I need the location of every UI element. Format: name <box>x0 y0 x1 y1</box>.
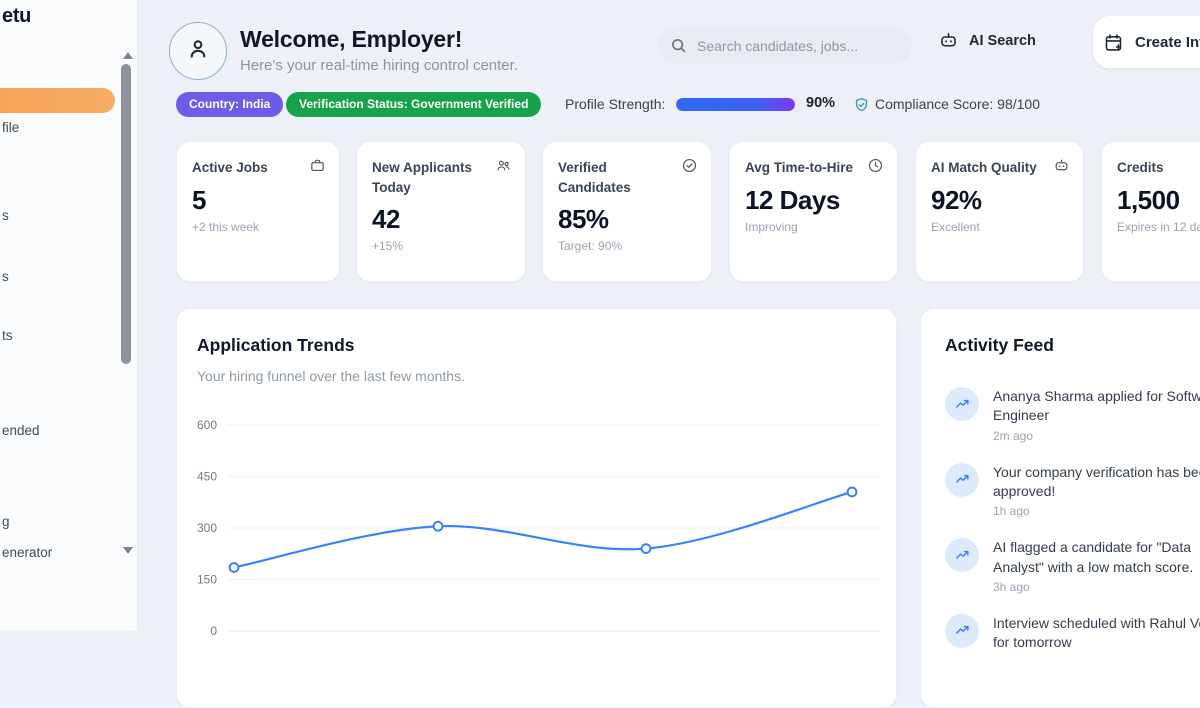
stat-card: Active Jobs 5 +2 this week <box>176 141 340 282</box>
employer-avatar <box>169 22 227 80</box>
data-point-marker <box>846 486 858 498</box>
stat-title: Active Jobs <box>192 160 268 175</box>
activity-item: AI flagged a candidate for "Data Analyst… <box>945 538 1200 594</box>
shield-check-icon <box>853 96 870 119</box>
activity-feed-title: Activity Feed <box>945 335 1054 355</box>
stat-card: New Applicants Today 42 +15% <box>356 141 526 282</box>
activity-text: Ananya Sharma applied for Software Engin… <box>993 388 1200 424</box>
compliance-score: Compliance Score: 98/100 <box>875 96 1040 112</box>
activity-item: Interview scheduled with Rahul Verma for… <box>945 613 1200 653</box>
sidebar-item[interactable]: s <box>2 269 9 284</box>
stat-sublabel: +2 this week <box>192 219 260 234</box>
bot-icon <box>938 30 959 51</box>
search-input[interactable] <box>695 36 900 55</box>
search-icon <box>670 37 687 54</box>
chart-subtitle: Your hiring funnel over the last few mon… <box>197 368 465 384</box>
page-title: Welcome, Employer! <box>240 26 463 52</box>
stat-value: 85% <box>558 204 609 235</box>
stat-sublabel: Improving <box>745 219 798 234</box>
calendar-plus-icon <box>1103 32 1124 53</box>
stat-value: 42 <box>372 204 400 235</box>
application-trends-card: Application Trends Your hiring funnel ov… <box>176 308 897 708</box>
data-point-marker <box>640 543 652 555</box>
trending-up-icon <box>945 538 979 573</box>
stat-title: Credits <box>1117 160 1164 175</box>
activity-timestamp: 1h ago <box>993 504 1030 519</box>
y-axis-tick-label: 600 <box>197 418 217 432</box>
sidebar-active-item[interactable] <box>0 88 115 113</box>
check-circle-icon <box>681 157 698 179</box>
ai-search-button[interactable]: AI Search <box>938 30 1036 51</box>
create-interview-button[interactable]: Create Interview <box>1093 16 1200 68</box>
ai-search-label: AI Search <box>969 32 1036 49</box>
briefcase-icon <box>309 157 326 179</box>
activity-item: Your company verification has been appro… <box>945 462 1200 519</box>
bot-icon <box>1053 157 1070 179</box>
stat-card: Avg Time-to-Hire 12 Days Improving <box>729 141 898 282</box>
profile-strength-fill <box>676 98 795 111</box>
activity-timestamp: 2m ago <box>993 428 1034 443</box>
activity-text: AI flagged a candidate for "Data Analyst… <box>993 539 1194 575</box>
app-logo: etu <box>2 5 32 27</box>
stat-card: AI Match Quality 92% Excellent <box>915 141 1084 282</box>
page-subtitle: Here's your real-time hiring control cen… <box>240 57 518 74</box>
scrollbar-down-arrow-icon[interactable] <box>123 547 133 554</box>
stat-value: 12 Days <box>745 184 840 215</box>
sidebar-item[interactable]: enerator <box>2 545 53 560</box>
y-axis-tick-label: 300 <box>197 521 217 535</box>
stat-title: New Applicants Today <box>372 160 473 195</box>
stat-title: Verified Candidates <box>558 160 631 195</box>
sidebar-item[interactable]: ts <box>2 328 13 343</box>
country-badge: Country: India <box>176 92 284 117</box>
stat-card: Credits 1,500 Expires in 12 days <box>1101 141 1200 282</box>
verification-status-badge: Verification Status: Government Verified <box>286 92 542 117</box>
profile-strength-label: Profile Strength: <box>565 96 666 112</box>
stat-sublabel: Target: 90% <box>558 239 623 254</box>
sidebar-item[interactable]: file <box>2 120 20 135</box>
stat-sublabel: Expires in 12 days <box>1117 219 1200 234</box>
data-point-marker <box>228 562 240 573</box>
stat-title: AI Match Quality <box>931 160 1037 175</box>
stat-value: 5 <box>192 184 206 215</box>
person-icon <box>185 36 211 67</box>
stat-value: 1,500 <box>1117 184 1180 215</box>
y-axis-tick-label: 0 <box>210 624 217 638</box>
y-axis-tick-label: 150 <box>197 573 217 587</box>
trending-up-icon <box>945 387 979 421</box>
activity-text: Interview scheduled with Rahul Verma for… <box>993 614 1200 651</box>
create-interview-label: Create Interview <box>1135 33 1200 51</box>
search-bar[interactable] <box>658 27 912 64</box>
data-point-marker <box>432 520 444 532</box>
activity-timestamp: 3h ago <box>993 579 1030 594</box>
sidebar-item[interactable]: ended <box>2 423 40 438</box>
trending-up-icon <box>945 613 979 648</box>
sidebar-item[interactable]: s <box>2 208 9 223</box>
activity-item: Ananya Sharma applied for Software Engin… <box>945 387 1200 443</box>
chart-title: Application Trends <box>197 335 355 355</box>
stat-sublabel: Excellent <box>931 219 980 234</box>
users-icon <box>495 157 512 179</box>
application-trends-line-chart: 0 150 300 450 600 <box>197 418 880 638</box>
sidebar-item[interactable]: g <box>2 514 10 529</box>
stat-sublabel: +15% <box>372 239 404 254</box>
y-axis-tick-label: 450 <box>197 470 217 484</box>
trending-up-icon <box>945 462 979 497</box>
stat-card: Verified Candidates 85% Target: 90% <box>542 141 712 282</box>
clock-icon <box>867 157 884 179</box>
activity-text: Your company verification has been appro… <box>993 463 1200 499</box>
stat-title: Avg Time-to-Hire <box>745 160 854 175</box>
scrollbar-thumb[interactable] <box>121 64 131 364</box>
activity-feed-card: Activity Feed Ananya Sharma applied for … <box>920 308 1200 708</box>
scrollbar-up-arrow-icon[interactable] <box>123 52 133 59</box>
stat-value: 92% <box>931 184 982 215</box>
activity-feed-list: Ananya Sharma applied for Software Engin… <box>945 387 1200 653</box>
profile-strength-value: 90% <box>806 95 836 111</box>
profile-strength-bar <box>676 98 795 111</box>
sidebar: etu file s s ts ended g enerator <box>0 0 138 630</box>
